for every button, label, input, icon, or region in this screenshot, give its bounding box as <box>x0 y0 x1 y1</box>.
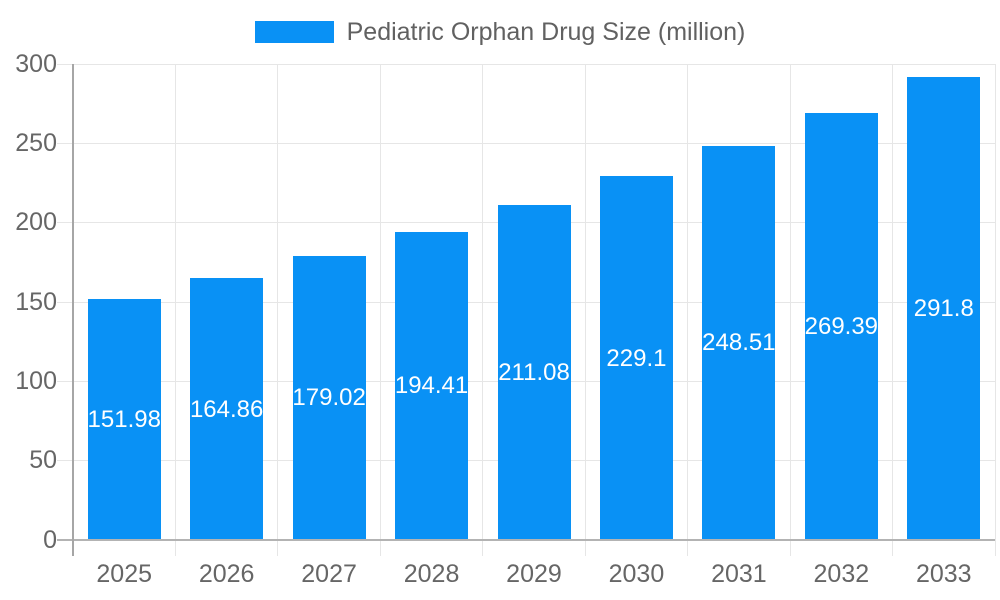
legend: Pediatric Orphan Drug Size (million) <box>0 18 1000 46</box>
x-gridline <box>892 64 894 556</box>
y-axis-tick-label: 50 <box>29 446 57 475</box>
x-axis-category-label: 2033 <box>915 560 972 588</box>
x-gridline <box>174 64 176 556</box>
bar[interactable] <box>804 112 878 540</box>
y-axis-tick-label: 250 <box>15 128 57 157</box>
x-axis-category-label: 2026 <box>198 560 255 588</box>
legend-swatch <box>254 21 334 43</box>
x-axis-category-label: 2027 <box>301 560 357 588</box>
x-axis-category-label: 2025 <box>96 560 153 588</box>
x-axis-category-label: 2032 <box>813 560 870 588</box>
x-axis-category-label: 2031 <box>711 560 767 588</box>
bar[interactable] <box>497 205 571 540</box>
bar[interactable] <box>395 231 469 540</box>
bar-value-label: 211.08 <box>498 359 570 387</box>
bar-value-label: 248.51 <box>702 329 776 357</box>
y-gridline <box>57 142 995 144</box>
x-gridline <box>994 64 996 556</box>
x-axis-baseline <box>57 539 995 541</box>
x-axis-category-label: 2029 <box>506 560 562 588</box>
y-axis-tick-label: 300 <box>15 49 57 78</box>
x-gridline <box>379 64 381 556</box>
y-gridline <box>57 63 995 65</box>
y-axis-line <box>72 64 74 556</box>
bar-value-label: 291.8 <box>913 295 974 322</box>
plot-area: 151.98 164.86 179.02 194.41 211.08 229.1 248.5… <box>57 63 996 556</box>
bar-value-label: 151.98 <box>87 405 161 433</box>
bar-value-label: 269.39 <box>804 312 879 340</box>
bar-value-label: 194.41 <box>394 372 469 400</box>
bar[interactable] <box>190 278 264 540</box>
bar-value-label: 229.1 <box>606 344 667 372</box>
bar[interactable] <box>292 255 366 540</box>
x-gridline <box>277 64 279 556</box>
bar-value-label: 164.86 <box>189 395 264 423</box>
bar[interactable] <box>87 298 161 540</box>
x-axis-category-label: 2030 <box>608 560 665 588</box>
bar[interactable] <box>702 145 776 540</box>
y-axis-tick-label: 100 <box>15 366 57 395</box>
y-axis-tick-label: 0 <box>43 525 57 554</box>
legend-label: Pediatric Orphan Drug Size (million) <box>346 18 746 46</box>
x-axis-category-label: 2028 <box>403 560 460 588</box>
bar[interactable] <box>599 176 673 540</box>
x-gridline <box>789 64 791 556</box>
bar-value-label: 179.02 <box>292 384 366 412</box>
x-gridline <box>584 64 586 556</box>
x-gridline <box>482 64 484 556</box>
y-axis-tick-label: 200 <box>15 208 57 237</box>
y-axis-tick-label: 150 <box>15 287 57 316</box>
x-gridline <box>687 64 689 556</box>
bar[interactable] <box>907 77 981 540</box>
